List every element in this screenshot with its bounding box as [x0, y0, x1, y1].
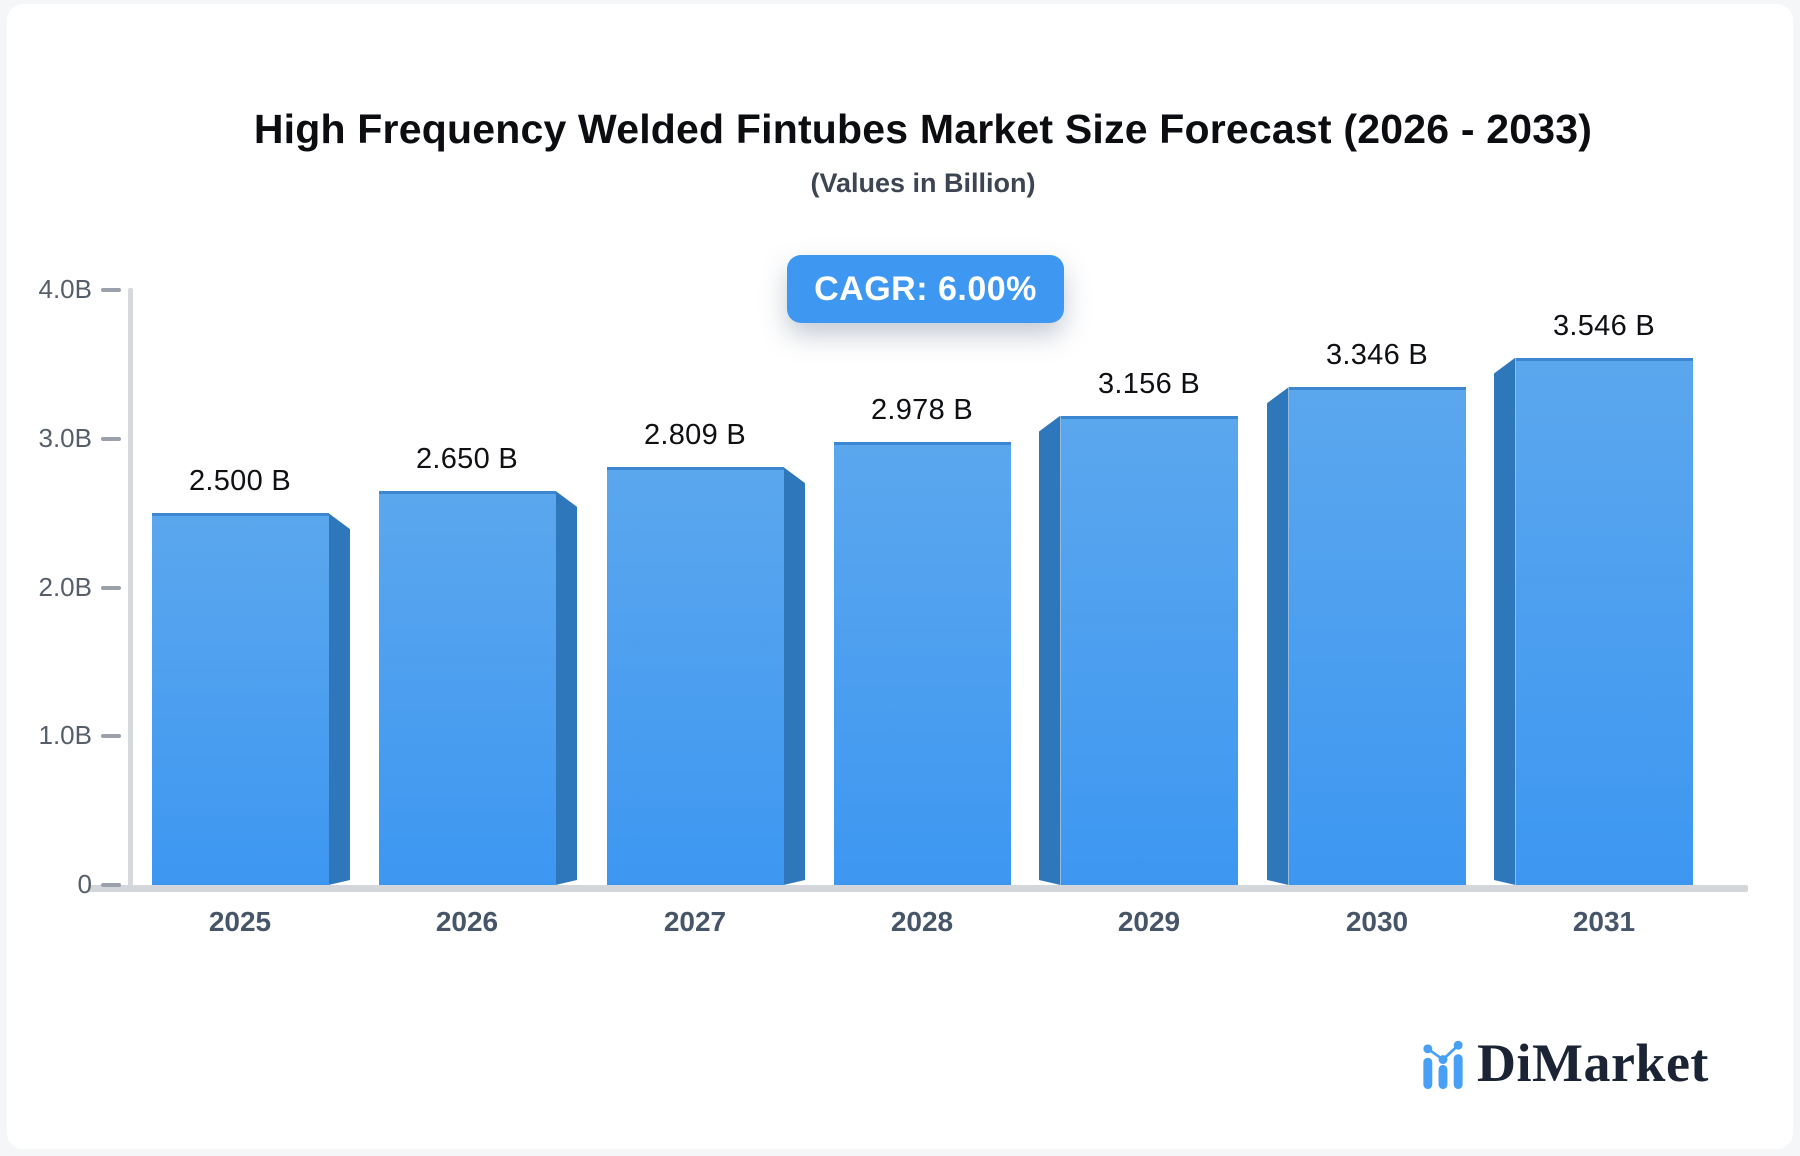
page-title: High Frequency Welded Fintubes Market Si… [253, 106, 1593, 152]
x-axis-label: 2030 [1345, 906, 1409, 937]
x-axis-label: 2029 [1117, 906, 1181, 937]
dimarket-bars-icon [1423, 1040, 1463, 1089]
y-axis-tick [101, 585, 121, 590]
bar-2029 [1060, 415, 1238, 885]
bar-3d-side [1039, 416, 1061, 885]
y-axis-label: 2.0B [38, 571, 93, 602]
y-axis-label: 3.0B [38, 422, 93, 453]
bar-value-label: 2.809 B [643, 419, 747, 452]
y-axis-label: 0 [77, 869, 92, 899]
cagr-badge: CAGR: 6.00% [787, 255, 1064, 323]
bar-value-label: 2.500 B [188, 465, 292, 498]
bar-3d-side [329, 513, 351, 885]
bar-value-label: 2.978 B [870, 394, 974, 427]
bar-value-label: 3.156 B [1097, 367, 1201, 400]
bar-2031 [1515, 357, 1693, 885]
bar-3d-side [1267, 387, 1289, 885]
x-axis-label: 2026 [435, 906, 499, 937]
logo-text: DiMarket [1477, 1033, 1709, 1093]
y-axis-line [128, 288, 133, 889]
bar-2030 [1288, 387, 1466, 885]
y-axis-tick [101, 436, 121, 441]
y-axis-label: 4.0B [38, 274, 93, 304]
bar-2028 [833, 442, 1011, 885]
bar-value-label: 2.650 B [415, 442, 519, 475]
bar-3d-side [784, 467, 806, 885]
x-axis-label: 2025 [208, 906, 272, 937]
y-axis-tick [101, 734, 121, 739]
x-axis-label: 2027 [663, 906, 727, 937]
bar-2027 [606, 467, 784, 885]
y-axis-tick [101, 883, 121, 887]
y-axis-label: 1.0B [38, 720, 93, 751]
y-axis-tick [101, 288, 121, 292]
bar-2025 [151, 513, 329, 885]
page-subtitle: (Values in Billion) [810, 168, 1036, 198]
x-axis-baseline [88, 885, 1748, 892]
bar-2026 [378, 490, 556, 885]
x-axis-label: 2031 [1572, 906, 1636, 937]
bar-3d-side [556, 491, 578, 885]
brand-logo: DiMarket [1421, 1033, 1709, 1093]
x-axis-label: 2028 [890, 906, 954, 937]
bar-value-label: 3.346 B [1325, 339, 1429, 372]
bar-3d-side [1494, 358, 1516, 885]
bar-value-label: 3.546 B [1552, 309, 1656, 342]
